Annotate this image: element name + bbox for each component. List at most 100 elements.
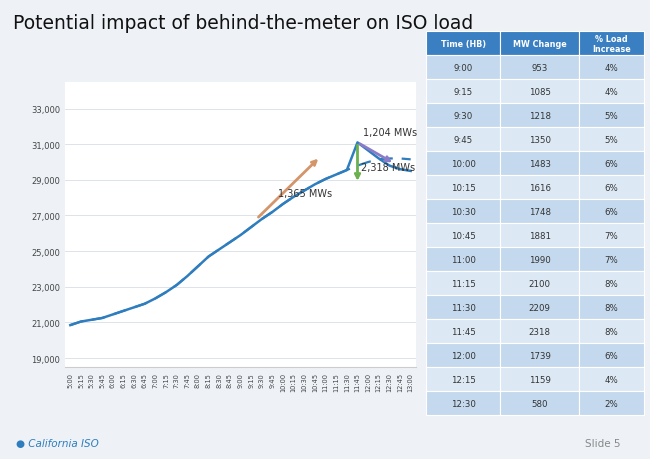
Text: 1,365 MWs: 1,365 MWs — [278, 188, 332, 198]
Text: 1616: 1616 — [528, 183, 551, 192]
Text: 11:00: 11:00 — [451, 255, 476, 264]
Bar — [426, 272, 500, 296]
Bar — [579, 32, 644, 56]
Text: 9:15: 9:15 — [454, 88, 473, 96]
Bar — [426, 128, 500, 152]
Bar — [579, 343, 644, 368]
Text: 11:45: 11:45 — [451, 327, 476, 336]
Text: 11:15: 11:15 — [451, 279, 476, 288]
Bar — [579, 152, 644, 176]
Text: 1748: 1748 — [528, 207, 551, 216]
Bar — [426, 319, 500, 343]
Text: 1990: 1990 — [528, 255, 551, 264]
Text: 4%: 4% — [604, 375, 618, 384]
Bar — [500, 272, 579, 296]
Bar — [579, 200, 644, 224]
Text: 8%: 8% — [604, 279, 618, 288]
Text: ● California ISO: ● California ISO — [16, 438, 99, 448]
Text: 2318: 2318 — [528, 327, 551, 336]
Text: 2209: 2209 — [528, 303, 551, 312]
Bar — [579, 80, 644, 104]
Bar — [500, 368, 579, 392]
Text: 8%: 8% — [604, 327, 618, 336]
Text: 7%: 7% — [604, 255, 618, 264]
Text: Time (HB): Time (HB) — [441, 39, 486, 49]
Text: 10:30: 10:30 — [451, 207, 476, 216]
Text: 12:00: 12:00 — [451, 351, 476, 360]
Bar — [500, 80, 579, 104]
Text: 6%: 6% — [604, 183, 618, 192]
Text: 1881: 1881 — [528, 231, 551, 240]
Bar — [426, 343, 500, 368]
Bar — [500, 296, 579, 319]
Text: 12:15: 12:15 — [451, 375, 476, 384]
Bar — [500, 392, 579, 415]
Text: 5%: 5% — [604, 112, 618, 120]
Bar — [579, 176, 644, 200]
Text: 1350: 1350 — [528, 135, 551, 145]
Text: 4%: 4% — [604, 88, 618, 96]
Bar — [579, 319, 644, 343]
Text: 10:15: 10:15 — [451, 183, 476, 192]
Text: 2%: 2% — [604, 399, 618, 408]
Bar — [579, 248, 644, 272]
Text: 9:45: 9:45 — [454, 135, 473, 145]
Text: 9:30: 9:30 — [454, 112, 473, 120]
Text: 580: 580 — [532, 399, 548, 408]
Bar — [500, 104, 579, 128]
Text: 6%: 6% — [604, 159, 618, 168]
Bar — [579, 128, 644, 152]
Bar — [426, 368, 500, 392]
Bar — [500, 200, 579, 224]
Bar — [500, 224, 579, 248]
Text: 5%: 5% — [604, 135, 618, 145]
Text: Potential impact of behind-the-meter on ISO load: Potential impact of behind-the-meter on … — [13, 14, 473, 33]
Bar — [426, 56, 500, 80]
Bar — [426, 152, 500, 176]
Text: 1085: 1085 — [528, 88, 551, 96]
Text: 7%: 7% — [604, 231, 618, 240]
Text: MW Change: MW Change — [513, 39, 567, 49]
Bar — [579, 296, 644, 319]
Text: Slide 5: Slide 5 — [585, 438, 621, 448]
Bar — [500, 176, 579, 200]
Bar — [579, 368, 644, 392]
Text: 6%: 6% — [604, 351, 618, 360]
Bar — [500, 152, 579, 176]
Text: 2,318 MWs: 2,318 MWs — [361, 163, 415, 173]
Bar — [426, 80, 500, 104]
Text: 6%: 6% — [604, 207, 618, 216]
Bar — [426, 224, 500, 248]
Bar — [500, 343, 579, 368]
Bar — [426, 296, 500, 319]
Text: % Load
Increase: % Load Increase — [592, 34, 631, 54]
Bar — [579, 104, 644, 128]
Bar — [426, 176, 500, 200]
Text: 953: 953 — [532, 63, 548, 73]
Bar — [579, 56, 644, 80]
Text: 8%: 8% — [604, 303, 618, 312]
Text: 1,204 MWs: 1,204 MWs — [363, 128, 417, 138]
Text: 10:00: 10:00 — [451, 159, 476, 168]
Bar — [426, 200, 500, 224]
Bar — [579, 272, 644, 296]
Bar — [579, 392, 644, 415]
Bar — [500, 248, 579, 272]
Text: 12:30: 12:30 — [451, 399, 476, 408]
Bar — [426, 104, 500, 128]
Bar — [500, 128, 579, 152]
Bar — [579, 224, 644, 248]
Text: 1483: 1483 — [528, 159, 551, 168]
Text: 10:45: 10:45 — [451, 231, 476, 240]
Text: 1159: 1159 — [528, 375, 551, 384]
Bar — [426, 32, 500, 56]
Text: 4%: 4% — [604, 63, 618, 73]
Text: 2100: 2100 — [528, 279, 551, 288]
Text: 9:00: 9:00 — [454, 63, 473, 73]
Bar — [426, 392, 500, 415]
Bar — [426, 248, 500, 272]
Bar — [500, 32, 579, 56]
Text: 1739: 1739 — [528, 351, 551, 360]
Text: 11:30: 11:30 — [451, 303, 476, 312]
Bar — [500, 319, 579, 343]
